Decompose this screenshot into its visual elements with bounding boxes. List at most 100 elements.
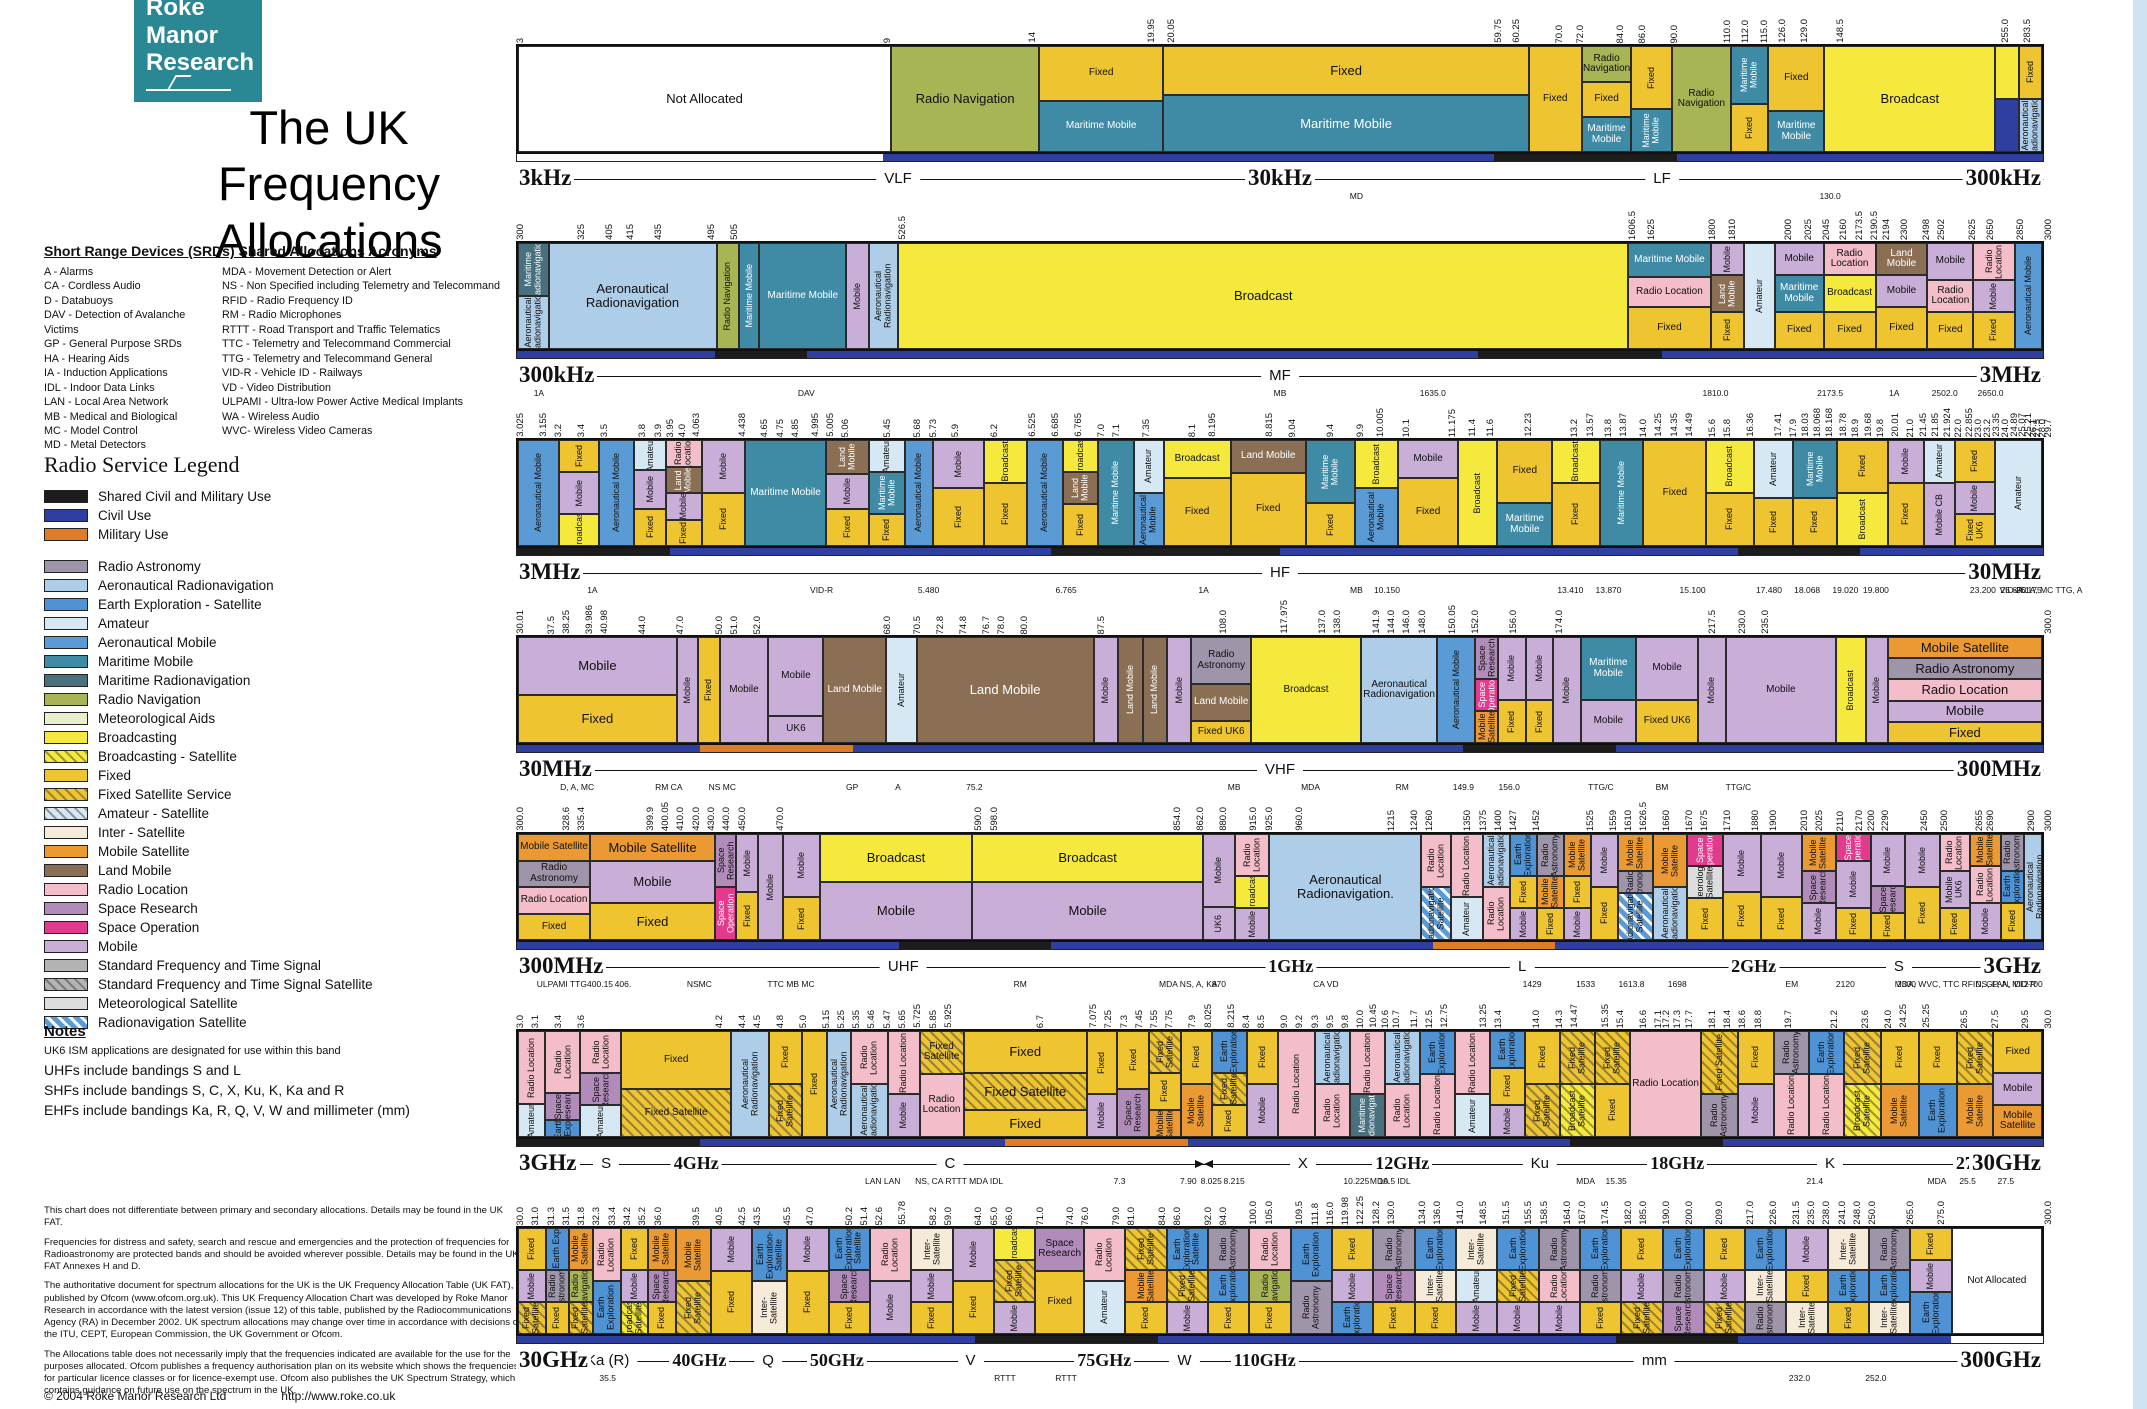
- frequency-tick: 18.4: [1722, 1009, 1734, 1029]
- srd-marker: 1A: [587, 585, 598, 595]
- frequency-tick: 1400: [1492, 809, 1504, 831]
- frequency-tick: 9: [881, 37, 893, 43]
- legend-label: Radio Astronomy: [98, 559, 201, 574]
- allocation-block: Radio Location: [887, 1031, 920, 1095]
- allocation-block: Mobile Satellite: [1125, 1270, 1167, 1302]
- note-line: UHFs include bandings S and L: [44, 1062, 241, 1078]
- allocation-block: Mobile: [634, 470, 667, 509]
- allocation-block: Fixed: [666, 519, 702, 546]
- allocation-block: Fixed: [1332, 1228, 1374, 1270]
- frequency-tick: 155.5: [1523, 1201, 1535, 1225]
- allocation-block: Mobile: [1498, 637, 1526, 701]
- srd-marker: NSMC: [686, 979, 712, 989]
- frequency-tick: 5.06: [840, 418, 852, 438]
- frequency-band-vlf-lf: 3 9 14 19.95 20.05 59.75 60.25 70.0 72.0 84.0 86.0…: [515, 4, 2044, 201]
- allocation-block: Amateur: [518, 1104, 546, 1137]
- acronym-item: MD - Metal Detectors: [44, 439, 146, 452]
- frequency-tick: 8.215: [1225, 1004, 1237, 1028]
- allocation-block: Radio Astronomy: [2001, 834, 2024, 871]
- frequency-tick: 495: [706, 224, 717, 240]
- frequency-tick: 2500: [1939, 809, 1951, 831]
- allocation-block: Space Research: [828, 1270, 870, 1302]
- legend-row: Meteorological Aids: [44, 709, 504, 728]
- allocation-block: Radio Location: [1809, 1073, 1845, 1137]
- allocation-block: Fixed: [1181, 1031, 1212, 1084]
- legend-row: Maritime Mobile: [44, 652, 504, 671]
- allocation-block: Space Research: [1662, 1302, 1704, 1334]
- frequency-tick: 1710: [1722, 809, 1734, 831]
- frequency-tick: 116.0: [1324, 1201, 1336, 1225]
- allocation-block: Aeronautical Radionavigation: [548, 243, 717, 349]
- frequency-tick: 151.5: [1500, 1201, 1512, 1225]
- frequency-tick: 8.4: [1240, 1014, 1252, 1028]
- frequency-tick: 10.6: [1379, 1009, 1391, 1029]
- frequency-tick: 1800: [1706, 218, 1718, 240]
- legend-swatch: [44, 655, 88, 668]
- legend-row: Standard Frequency and Time Signal: [44, 956, 504, 975]
- frequency-tick: 164.0: [1561, 1201, 1573, 1225]
- frequency-tick: 5.25: [835, 1009, 847, 1029]
- legend-row: Land Mobile: [44, 861, 504, 880]
- acronym-item: MB - Medical and Biological: [44, 410, 178, 423]
- frequency-tick: 136.0: [1431, 1201, 1443, 1225]
- srd-marker: 6.765: [1055, 585, 1077, 595]
- frequency-bands: 3 9 14 19.95 20.05 59.75 60.25 70.0 72.0 84.0 86.0…: [515, 4, 2082, 1383]
- srd-marker: ULPAMI TTG: [536, 979, 587, 989]
- allocation-block: Fixed UK6: [1191, 721, 1251, 743]
- srd-marker: CA VD: [1313, 979, 1339, 989]
- allocation-block: Earth Exploration: [1745, 1228, 1787, 1270]
- srd-marker: TTG/C: [1725, 782, 1752, 792]
- srd-marker: 23.200: [1969, 585, 1996, 595]
- allocation-block: Mobile: [825, 474, 870, 509]
- allocation-block: Earth Exp: [545, 1120, 581, 1137]
- srd-marker: MDA NS, A, KA: [1159, 979, 1218, 989]
- allocation-block: Mobile Satellite: [1149, 1110, 1182, 1137]
- allocation-block: Aeronautical Mobile: [1133, 493, 1164, 546]
- allocation-block: Mobile Satellite: [1887, 637, 2043, 659]
- fine-print-paragraph: This chart does not differentiate betwee…: [44, 1205, 503, 1229]
- srd-marker: 2700: [2023, 979, 2043, 989]
- frequency-tick: 6.685: [1049, 413, 1061, 437]
- allocation-block: Radio Location: [1482, 887, 1510, 940]
- allocation-block: Mobile: [1836, 861, 1871, 908]
- legend-row: Mobile Satellite: [44, 842, 504, 861]
- srd-marker: 25.5: [1959, 1176, 1976, 1186]
- allocation-block: Aeronautical Radionavigation: [1482, 834, 1510, 887]
- allocation-block: Fixed: [1489, 1068, 1525, 1105]
- frequency-tick: 14.3: [1554, 1009, 1566, 1029]
- frequency-band-mf: 300 325 405 415 435 495 505 526.5 1606.5 1625 1800…: [515, 201, 2054, 398]
- allocation-block: Fixed Satellite: [1621, 1302, 1663, 1334]
- srd-marker: 400.15: [587, 979, 614, 989]
- frequency-tick: 33.4: [606, 1206, 618, 1226]
- allocation-block: Fixed: [1086, 1031, 1118, 1095]
- frequency-label: 30MHz: [516, 756, 595, 782]
- allocation-block: Earth Exploration: [1208, 1270, 1250, 1302]
- frequency-tick: 167.0: [1576, 1201, 1588, 1225]
- allocation-block: Mobile Satellite: [1969, 834, 2002, 866]
- allocation-block: Aeronautical Radionavigation: [730, 1031, 769, 1137]
- allocation-block: Fixed Satellite: [1701, 1031, 1738, 1095]
- frequency-tick: 40.98: [599, 610, 611, 634]
- allocation-block: Radio Astronomy: [1373, 1228, 1415, 1270]
- allocation-block: Fixed: [701, 493, 746, 546]
- frequency-tick: 12.23: [1523, 413, 1535, 437]
- allocation-block: Aeronautical Radionavigation: [851, 1084, 888, 1137]
- allocation-block: Fixed: [735, 892, 759, 940]
- usage-indicator-bar: [516, 942, 2044, 950]
- band-scale: UHF L S 300MHz 1GHz 2GHz 3GHz ULPAMI TTG 400.15 4…: [516, 950, 2045, 989]
- allocation-block: Land Mobile: [1191, 684, 1251, 721]
- frequency-tick: 3.025: [515, 413, 526, 437]
- frequency-tick: 10.005: [1375, 407, 1387, 437]
- allocation-block: Inter-Satellite: [1786, 1302, 1828, 1334]
- legend-row: Military Use: [44, 525, 504, 544]
- frequency-tick: 18.1: [1706, 1009, 1718, 1029]
- allocation-block: Fixed: [1870, 913, 1906, 940]
- frequency-tick: 100.0: [1248, 1201, 1260, 1225]
- frequency-tick: 39.986: [583, 604, 595, 634]
- legend-row: Space Research: [44, 899, 504, 918]
- allocation-block: Mobile: [1710, 243, 1745, 275]
- allocation-block: Radio Astronomy: [518, 860, 591, 887]
- frequency-tick: 915.0: [1248, 807, 1260, 831]
- acronym-item: HA - Hearing Aids: [44, 352, 130, 365]
- frequency-tick: 7.075: [1088, 1004, 1099, 1028]
